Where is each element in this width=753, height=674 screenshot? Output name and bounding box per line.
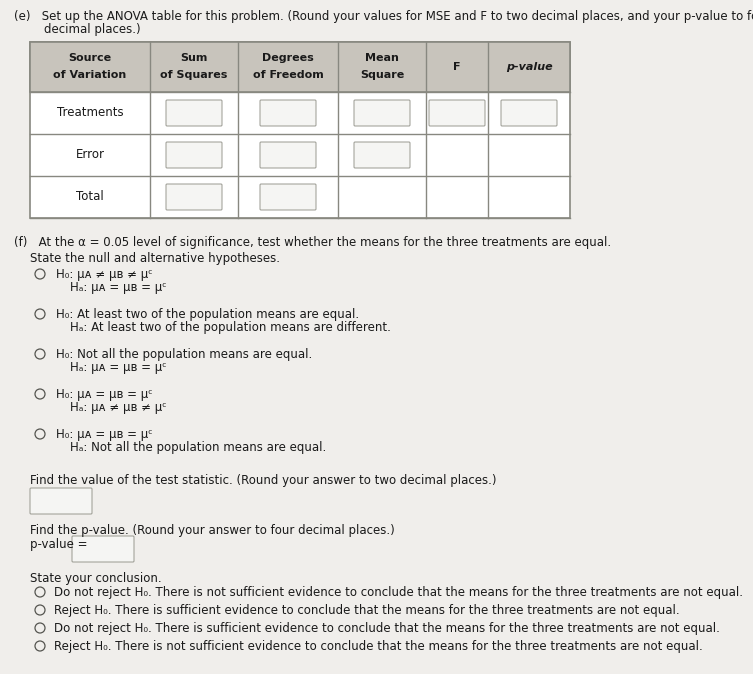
Text: p-value: p-value [506, 62, 552, 72]
FancyBboxPatch shape [501, 100, 557, 126]
Text: of Variation: of Variation [53, 70, 127, 80]
FancyBboxPatch shape [354, 100, 410, 126]
Text: (e)   Set up the ANOVA table for this problem. (Round your values for MSE and F : (e) Set up the ANOVA table for this prob… [14, 10, 753, 23]
Text: State your conclusion.: State your conclusion. [30, 572, 162, 585]
Text: Total: Total [76, 191, 104, 204]
Bar [30, 42, 570, 218]
Text: State the null and alternative hypotheses.: State the null and alternative hypothese… [30, 252, 280, 265]
Text: (f)   At the α = 0.05 level of significance, test whether the means for the thre: (f) At the α = 0.05 level of significanc… [14, 236, 611, 249]
Text: Hₐ: At least two of the population means are different.: Hₐ: At least two of the population means… [70, 321, 391, 334]
Text: H₀: μᴀ = μʙ = μᶜ: H₀: μᴀ = μʙ = μᶜ [56, 388, 153, 401]
Text: Mean: Mean [365, 53, 399, 63]
Text: Degrees: Degrees [262, 53, 314, 63]
FancyBboxPatch shape [166, 142, 222, 168]
Text: H₀: At least two of the population means are equal.: H₀: At least two of the population means… [56, 308, 359, 321]
FancyBboxPatch shape [260, 184, 316, 210]
Bar [30, 42, 570, 92]
Text: Do not reject H₀. There is not sufficient evidence to conclude that the means fo: Do not reject H₀. There is not sufficien… [54, 586, 743, 599]
Text: Square: Square [360, 70, 404, 80]
Text: Find the p-value. (Round your answer to four decimal places.): Find the p-value. (Round your answer to … [30, 524, 395, 537]
Text: Hₐ: μᴀ = μʙ = μᶜ: Hₐ: μᴀ = μʙ = μᶜ [70, 361, 166, 374]
FancyBboxPatch shape [166, 184, 222, 210]
FancyBboxPatch shape [260, 100, 316, 126]
Text: H₀: μᴀ ≠ μʙ ≠ μᶜ: H₀: μᴀ ≠ μʙ ≠ μᶜ [56, 268, 153, 281]
Text: decimal places.): decimal places.) [14, 23, 141, 36]
Text: H₀: Not all the population means are equal.: H₀: Not all the population means are equ… [56, 348, 312, 361]
Text: of Freedom: of Freedom [252, 70, 323, 80]
FancyBboxPatch shape [354, 142, 410, 168]
Text: of Squares: of Squares [160, 70, 227, 80]
FancyBboxPatch shape [72, 536, 134, 562]
Text: Hₐ: Not all the population means are equal.: Hₐ: Not all the population means are equ… [70, 441, 326, 454]
Text: Error: Error [75, 148, 105, 162]
FancyBboxPatch shape [429, 100, 485, 126]
Text: Treatments: Treatments [56, 106, 123, 119]
FancyBboxPatch shape [166, 100, 222, 126]
Text: Hₐ: μᴀ = μʙ = μᶜ: Hₐ: μᴀ = μʙ = μᶜ [70, 281, 166, 294]
Text: Sum: Sum [180, 53, 208, 63]
FancyBboxPatch shape [30, 488, 92, 514]
Text: Find the value of the test statistic. (Round your answer to two decimal places.): Find the value of the test statistic. (R… [30, 474, 496, 487]
Text: Reject H₀. There is sufficient evidence to conclude that the means for the three: Reject H₀. There is sufficient evidence … [54, 604, 680, 617]
Text: F: F [453, 62, 461, 72]
Text: Do not reject H₀. There is sufficient evidence to conclude that the means for th: Do not reject H₀. There is sufficient ev… [54, 622, 720, 635]
Text: H₀: μᴀ = μʙ = μᶜ: H₀: μᴀ = μʙ = μᶜ [56, 428, 153, 441]
Text: p-value =: p-value = [30, 538, 87, 551]
Text: Reject H₀. There is not sufficient evidence to conclude that the means for the t: Reject H₀. There is not sufficient evide… [54, 640, 703, 653]
Text: Source: Source [69, 53, 111, 63]
FancyBboxPatch shape [260, 142, 316, 168]
Text: Hₐ: μᴀ ≠ μʙ ≠ μᶜ: Hₐ: μᴀ ≠ μʙ ≠ μᶜ [70, 401, 166, 414]
